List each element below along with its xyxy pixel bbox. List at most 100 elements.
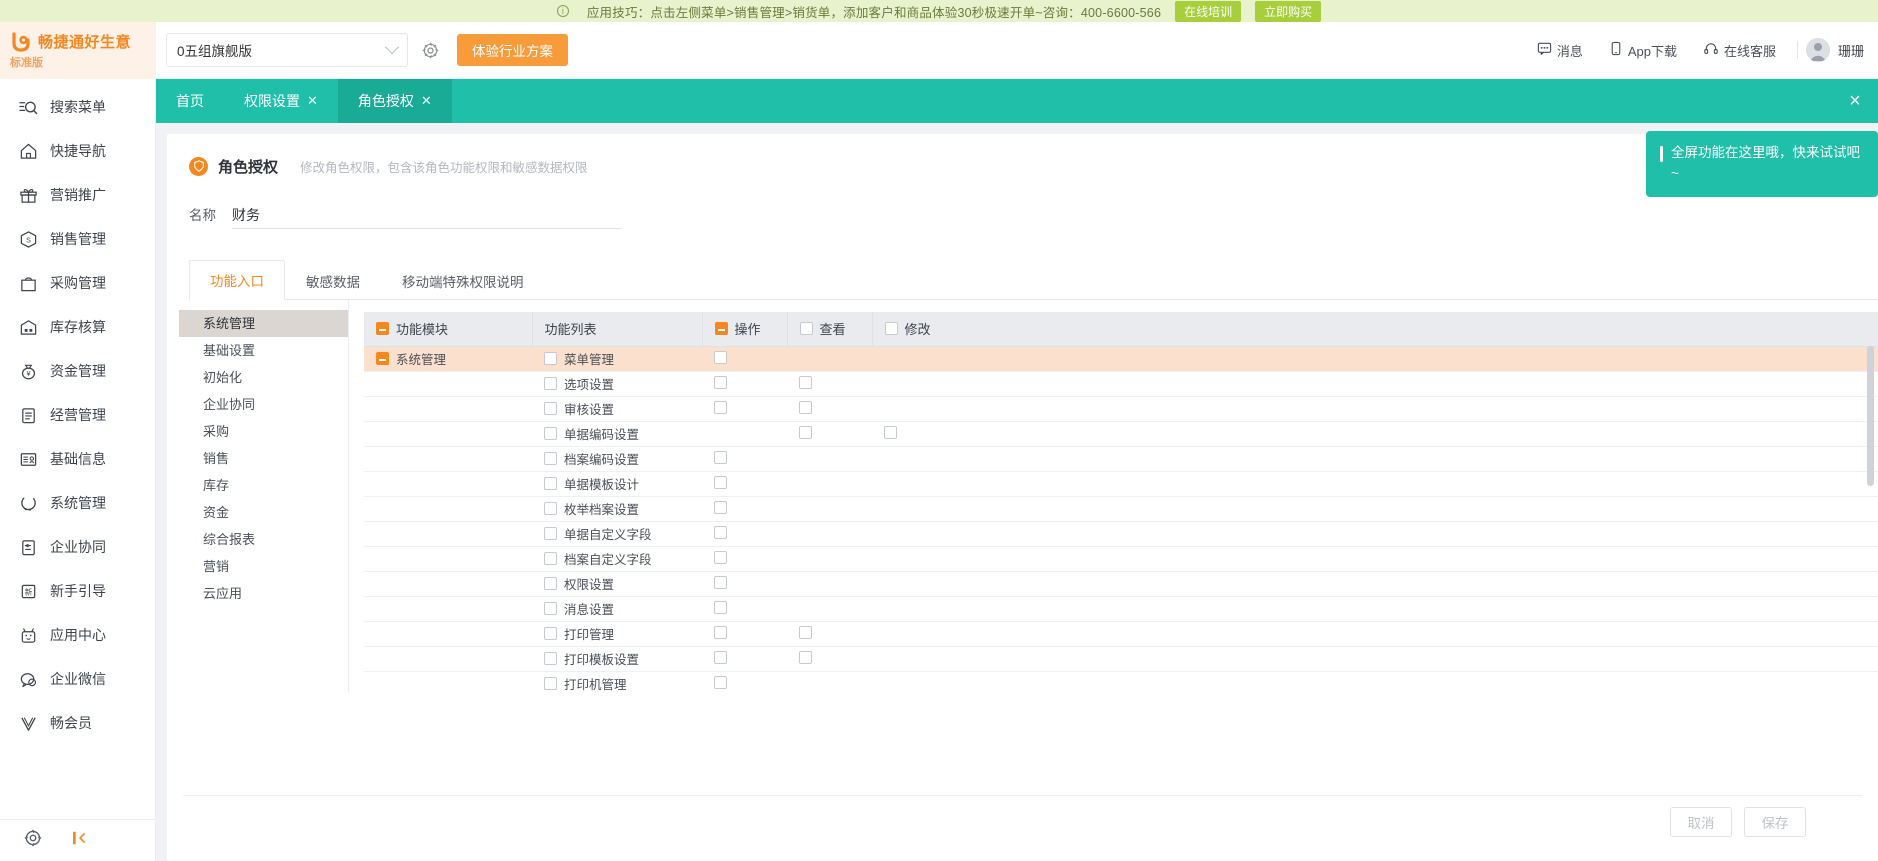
table-row[interactable]: 档案编码设置 bbox=[364, 446, 1878, 472]
tab-home[interactable]: 首页 bbox=[156, 79, 224, 123]
operate-checkbox[interactable] bbox=[714, 400, 727, 414]
tab-role-authorization[interactable]: 角色授权 ✕ bbox=[337, 79, 452, 123]
operate-checkbox[interactable] bbox=[714, 500, 727, 514]
view-checkbox[interactable] bbox=[799, 425, 812, 439]
table-row[interactable]: 消息设置 bbox=[364, 596, 1878, 622]
collapse-icon[interactable] bbox=[72, 830, 90, 851]
org-selector[interactable]: 0五组旗舰版 bbox=[166, 33, 408, 67]
sidebar-item-quicknav[interactable]: 快捷导航 bbox=[0, 129, 155, 173]
module-checkbox[interactable] bbox=[376, 352, 389, 365]
col-edit-checkbox[interactable] bbox=[884, 322, 898, 336]
sidebar-item-funds[interactable]: ¥ 资金管理 bbox=[0, 349, 155, 393]
feature-checkbox[interactable] bbox=[544, 452, 557, 465]
sidebar-item-appcenter[interactable]: 应用中心 bbox=[0, 613, 155, 657]
view-checkbox[interactable] bbox=[799, 625, 812, 639]
col-operate-checkbox[interactable] bbox=[714, 322, 728, 336]
name-input[interactable] bbox=[232, 205, 621, 229]
feature-checkbox[interactable] bbox=[544, 527, 557, 540]
buy-now-button[interactable]: 立即购买 bbox=[1255, 0, 1322, 22]
feature-checkbox[interactable] bbox=[544, 402, 557, 415]
sidebar-item-marketing[interactable]: 营销推广 bbox=[0, 173, 155, 217]
table-row[interactable]: 枚举档案设置 bbox=[364, 496, 1878, 522]
sidebar-item-sales[interactable]: S 销售管理 bbox=[0, 217, 155, 261]
avatar[interactable] bbox=[1805, 38, 1830, 62]
table-row[interactable]: 选项设置 bbox=[364, 371, 1878, 397]
tab-close-icon[interactable]: ✕ bbox=[307, 93, 318, 108]
table-row[interactable]: 单据模板设计 bbox=[364, 471, 1878, 497]
messages-button[interactable]: 消息 bbox=[1524, 41, 1596, 60]
feature-checkbox[interactable] bbox=[544, 377, 557, 390]
table-row[interactable]: 权限设置 bbox=[364, 571, 1878, 597]
online-service-button[interactable]: 在线客服 bbox=[1690, 41, 1789, 60]
tree-item-basic-settings[interactable]: 基础设置 bbox=[203, 343, 256, 358]
feature-checkbox[interactable] bbox=[544, 627, 557, 640]
sidebar-item-vip[interactable]: 畅会员 bbox=[0, 701, 155, 745]
tree-item-sales[interactable]: 销售 bbox=[203, 451, 230, 466]
experience-solution-button[interactable]: 体验行业方案 bbox=[457, 34, 568, 66]
tab-sensitive-data[interactable]: 敏感数据 bbox=[306, 275, 360, 290]
gear-icon[interactable] bbox=[422, 42, 439, 59]
operate-checkbox[interactable] bbox=[714, 550, 727, 564]
operate-checkbox[interactable] bbox=[714, 650, 727, 664]
tree-item-funds[interactable]: 资金 bbox=[203, 505, 230, 520]
operate-checkbox[interactable] bbox=[714, 575, 727, 589]
fullscreen-tip-tooltip[interactable]: 全屏功能在这里哦，快来试试吧~ bbox=[1646, 131, 1878, 197]
user-name[interactable]: 珊珊 bbox=[1837, 43, 1864, 59]
table-row[interactable]: 打印模板设置 bbox=[364, 646, 1878, 672]
table-row[interactable]: 档案自定义字段 bbox=[364, 546, 1878, 572]
operate-checkbox[interactable] bbox=[714, 625, 727, 639]
sidebar-item-inventory[interactable]: 库存核算 bbox=[0, 305, 155, 349]
view-checkbox[interactable] bbox=[799, 650, 812, 664]
feature-checkbox[interactable] bbox=[544, 602, 557, 615]
feature-checkbox[interactable] bbox=[544, 652, 557, 665]
sidebar-item-newguide[interactable]: 新 新手引导 bbox=[0, 569, 155, 613]
tab-permission-settings[interactable]: 权限设置 ✕ bbox=[224, 79, 338, 123]
tree-item-cloud-apps[interactable]: 云应用 bbox=[203, 586, 243, 601]
gear-icon[interactable] bbox=[24, 829, 42, 852]
table-row[interactable]: 打印机管理 bbox=[364, 671, 1878, 692]
cancel-button[interactable]: 取消 bbox=[1670, 806, 1732, 837]
table-row[interactable]: 打印管理 bbox=[364, 621, 1878, 647]
feature-checkbox[interactable] bbox=[544, 477, 557, 490]
table-row[interactable]: 系统管理 菜单管理 bbox=[364, 346, 1878, 372]
sidebar-item-collaboration[interactable]: 企业协同 bbox=[0, 525, 155, 569]
tree-item-reports[interactable]: 综合报表 bbox=[203, 532, 256, 547]
table-row[interactable]: 单据编码设置 bbox=[364, 421, 1878, 447]
tree-item-system-mgmt[interactable]: 系统管理 bbox=[179, 310, 348, 337]
sidebar-item-purchase[interactable]: 采购管理 bbox=[0, 261, 155, 305]
table-scrollbar[interactable] bbox=[1867, 346, 1874, 486]
brand-logo[interactable]: 畅捷通好生意 标准版 bbox=[0, 21, 156, 79]
operate-checkbox[interactable] bbox=[714, 450, 727, 464]
operate-checkbox[interactable] bbox=[714, 525, 727, 539]
col-view-checkbox[interactable] bbox=[799, 322, 813, 336]
view-checkbox[interactable] bbox=[799, 400, 812, 414]
save-button[interactable]: 保存 bbox=[1744, 806, 1806, 837]
tab-mobile-permission-note[interactable]: 移动端特殊权限说明 bbox=[402, 275, 524, 290]
app-download-button[interactable]: App下载 bbox=[1596, 41, 1690, 60]
col-module-checkbox[interactable] bbox=[376, 322, 389, 336]
feature-checkbox[interactable] bbox=[544, 352, 557, 365]
table-row[interactable]: 单据自定义字段 bbox=[364, 521, 1878, 547]
tree-item-inventory[interactable]: 库存 bbox=[203, 478, 230, 493]
operate-checkbox[interactable] bbox=[714, 350, 727, 364]
operate-checkbox[interactable] bbox=[714, 675, 727, 689]
online-training-button[interactable]: 在线培训 bbox=[1175, 0, 1242, 22]
feature-checkbox[interactable] bbox=[544, 502, 557, 515]
sidebar-item-basicinfo[interactable]: 基础信息 bbox=[0, 437, 155, 481]
tab-close-icon[interactable]: ✕ bbox=[420, 93, 432, 108]
edit-checkbox[interactable] bbox=[884, 425, 897, 439]
close-all-tabs-icon[interactable]: × bbox=[1849, 89, 1861, 112]
operate-checkbox[interactable] bbox=[714, 475, 727, 489]
sidebar-item-search[interactable]: 搜索菜单 bbox=[0, 85, 155, 129]
feature-checkbox[interactable] bbox=[544, 427, 557, 440]
operate-checkbox[interactable] bbox=[714, 375, 727, 389]
table-row[interactable]: 审核设置 bbox=[364, 396, 1878, 422]
tab-function-entry[interactable]: 功能入口 bbox=[189, 260, 285, 300]
sidebar-item-operations[interactable]: 经营管理 bbox=[0, 393, 155, 437]
tree-item-initialization[interactable]: 初始化 bbox=[203, 370, 243, 385]
tree-item-marketing[interactable]: 营销 bbox=[203, 559, 230, 574]
sidebar-item-wechatwork[interactable]: 企业微信 bbox=[0, 657, 155, 701]
feature-checkbox[interactable] bbox=[544, 552, 557, 565]
operate-checkbox[interactable] bbox=[714, 600, 727, 614]
sidebar-item-systemmgmt[interactable]: 系统管理 bbox=[0, 481, 155, 525]
